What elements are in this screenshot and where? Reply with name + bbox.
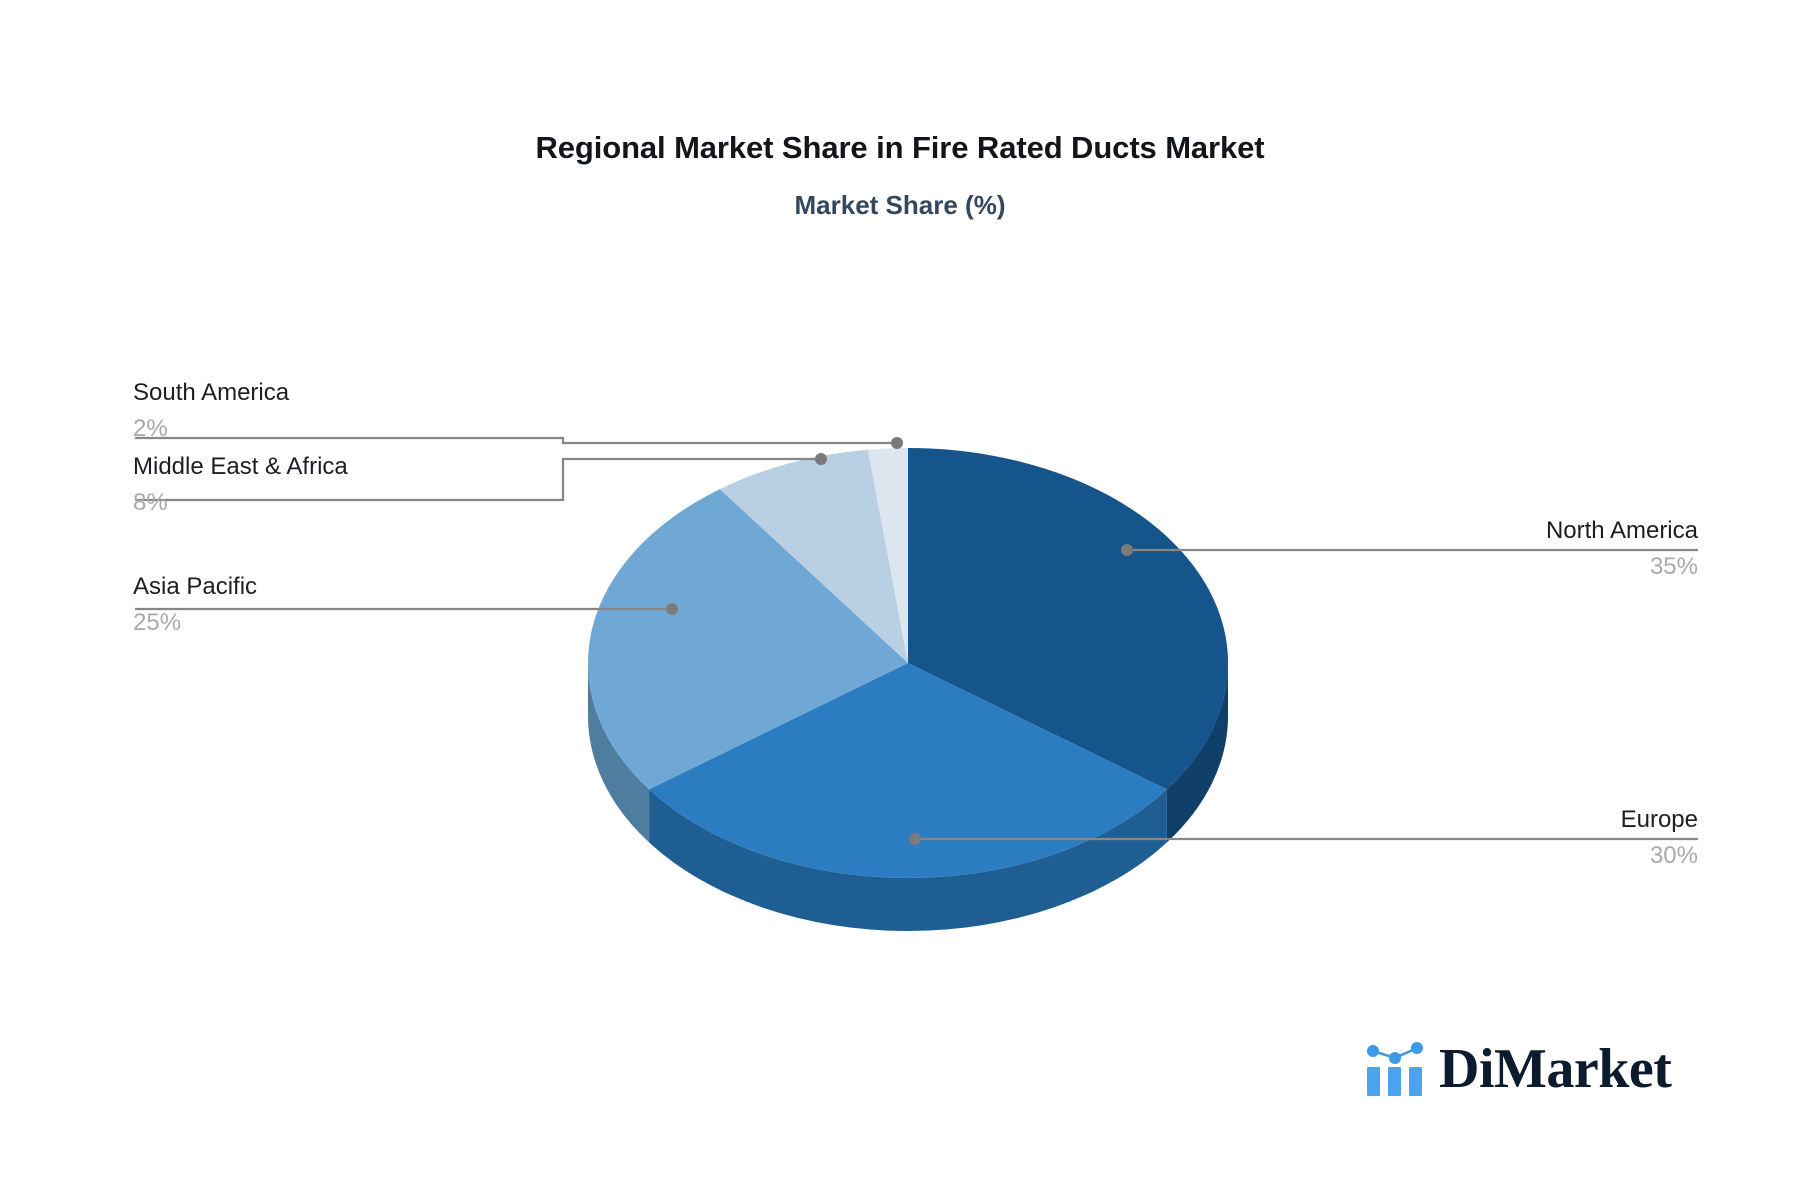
pie-slice-asia-pacific (587, 489, 908, 790)
callout-europe[interactable]: Europe 30% (1338, 805, 1698, 871)
callout-value-europe: 30% (1649, 841, 1698, 869)
pie-slice-middle-east-africa (719, 449, 908, 663)
leader-anchor-dots (666, 437, 1133, 845)
bar-chart-logo-icon (1367, 1042, 1423, 1096)
anchor-dot-north-america (1121, 544, 1133, 556)
pie-side-north-america (1166, 663, 1229, 843)
pie-slice-europe (649, 663, 1167, 879)
callout-value-asia-pacific: 25% (133, 608, 182, 636)
callout-label-south-america: South America (133, 379, 290, 406)
anchor-dot-europe (909, 833, 921, 845)
pie-slice-north-america (908, 448, 1229, 790)
callout-north-america[interactable]: North America 35% (1338, 516, 1698, 582)
brand-logo-text: DiMarket (1439, 1038, 1672, 1100)
anchor-dot-asia-pacific (666, 603, 678, 615)
callout-value-south-america: 2% (133, 414, 168, 442)
anchor-dot-mea (815, 453, 827, 465)
pie-side-europe (649, 789, 1167, 932)
callout-south-america[interactable]: South America 2% (133, 378, 289, 444)
anchor-dot-south-america (891, 437, 903, 449)
leader-line-south-america (135, 436, 897, 445)
brand-logo: DiMarket (1365, 1038, 1672, 1100)
chart-title: Regional Market Share in Fire Rated Duct… (535, 130, 1265, 165)
callout-label-middle-east-africa: Middle East & Africa (133, 453, 348, 480)
leader-line-mea (135, 457, 821, 502)
pie-side-asia-pacific (588, 663, 650, 843)
chart-subtitle: Market Share (%) (794, 190, 1006, 220)
pie-slice-south-america (867, 448, 908, 663)
callout-value-middle-east-africa: 8% (133, 488, 168, 516)
leader-lines (135, 436, 1698, 841)
callout-asia-pacific[interactable]: Asia Pacific 25% (133, 572, 257, 638)
callout-label-north-america: North America (1545, 517, 1698, 544)
callout-middle-east-africa[interactable]: Middle East & Africa 8% (133, 452, 348, 518)
callout-value-north-america: 35% (1649, 552, 1698, 580)
callout-label-europe: Europe (1620, 806, 1698, 833)
callout-label-asia-pacific: Asia Pacific (133, 573, 258, 600)
